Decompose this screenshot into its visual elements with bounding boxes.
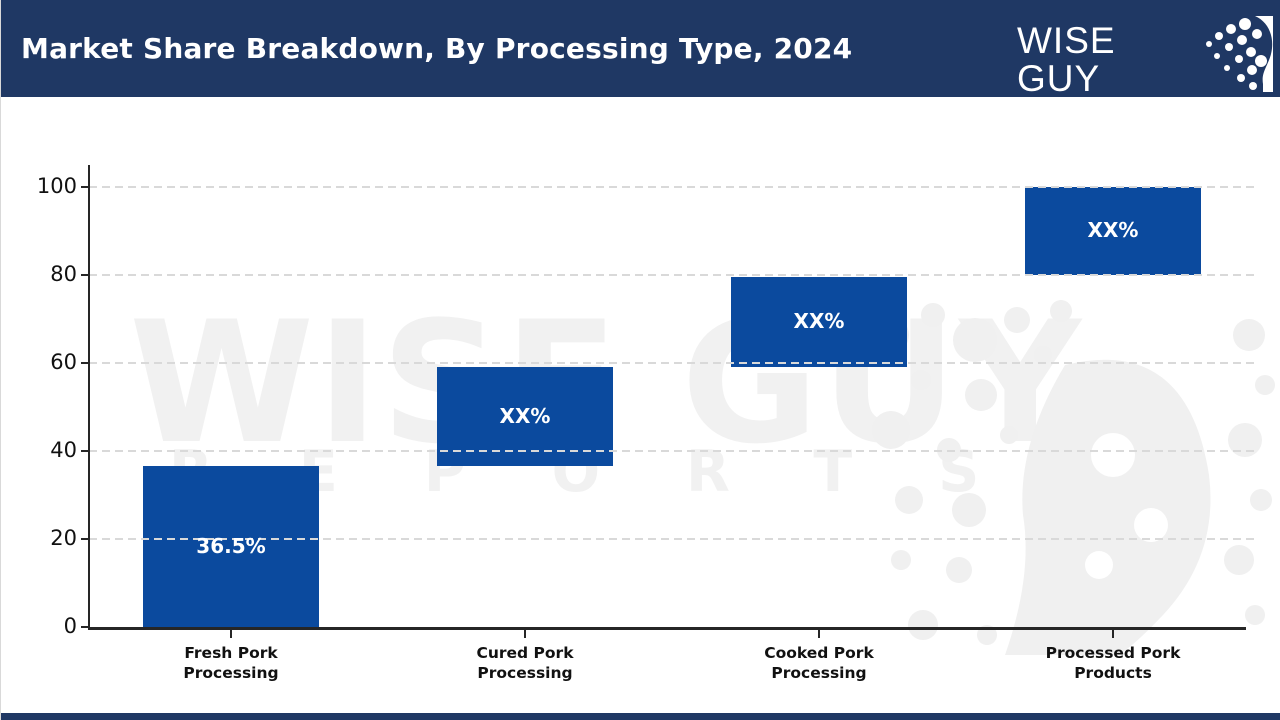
x-tick (230, 630, 232, 638)
page-title: Market Share Breakdown, By Processing Ty… (21, 32, 853, 65)
y-tick-label: 60 (50, 350, 77, 374)
bar-value-label: XX% (499, 403, 551, 428)
x-category-label: Cooked Pork Processing (699, 643, 939, 683)
gridline-60 (89, 362, 1259, 364)
x-category-line: Processing (477, 664, 573, 682)
x-category-line: Cooked Pork (764, 644, 874, 662)
watermark-face-icon (872, 300, 1275, 655)
x-tick (1112, 630, 1114, 638)
wiseguy-logo: WISE GUY REPORTS (1017, 10, 1273, 114)
x-category-line: Processing (183, 664, 279, 682)
x-category-line: Cured Pork (476, 644, 574, 662)
y-tick (81, 538, 89, 540)
plot-area: WISE GUY REPORTS 36.5% Fresh Pork Processi… (1, 97, 1280, 713)
y-tick-label: 40 (50, 438, 77, 462)
y-tick-label: 0 (63, 614, 77, 638)
x-category-label: Cured Pork Processing (405, 643, 645, 683)
waterfall-bar-2 (437, 367, 613, 467)
gridline-100 (89, 186, 1259, 188)
x-category-label: Processed Pork Products (993, 643, 1233, 683)
y-tick (81, 186, 89, 188)
x-category-label: Fresh Pork Processing (111, 643, 351, 683)
x-axis-line (88, 627, 1246, 630)
gridline-80 (89, 274, 1259, 276)
bar-value-label: XX% (1087, 218, 1139, 242)
y-axis-line (88, 165, 90, 630)
y-tick (81, 450, 89, 452)
x-category-line: Processing (771, 664, 867, 682)
y-tick (81, 274, 89, 276)
x-tick (818, 630, 820, 638)
x-tick (524, 630, 526, 638)
y-tick-label: 20 (50, 526, 77, 550)
y-tick-label: 80 (50, 262, 77, 286)
x-category-line: Processed Pork (1045, 644, 1181, 662)
x-category-line: Fresh Pork (184, 644, 278, 662)
logo-wordmark: WISE GUY (1017, 20, 1116, 99)
y-tick (81, 626, 89, 628)
y-tick (81, 362, 89, 364)
logo-face-icon (1206, 16, 1273, 92)
y-tick-label: 100 (36, 174, 77, 198)
bar-value-label: 36.5% (196, 533, 266, 558)
header-bar: Market Share Breakdown, By Processing Ty… (1, 0, 1280, 114)
waterfall-bar-4 (1025, 187, 1201, 275)
bar-value-label: XX% (793, 309, 845, 334)
x-category-line: Products (1074, 664, 1152, 682)
waterfall-bar-1 (143, 466, 319, 627)
footer-bar (1, 713, 1280, 720)
waterfall-bar-3 (731, 277, 907, 368)
gridline-40 (89, 450, 1259, 452)
gridline-20 (89, 538, 1259, 540)
